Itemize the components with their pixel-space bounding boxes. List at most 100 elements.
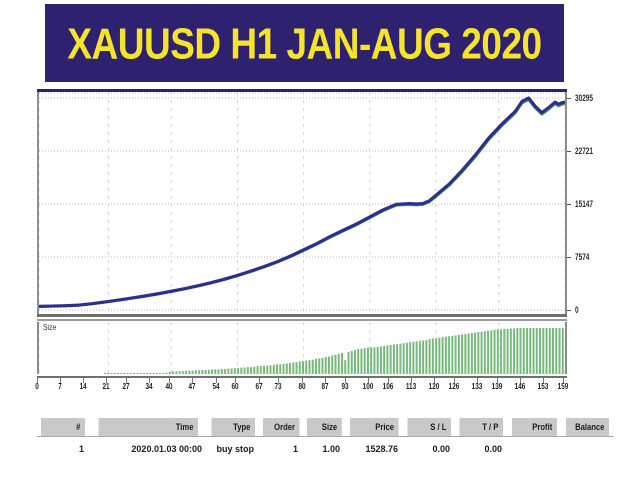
x-axis-tick [106,378,108,383]
x-axis-tick-label: 159 [557,382,569,391]
x-axis-tick-label: 14 [79,382,87,391]
x-axis-tick-label: 40 [165,382,173,391]
y-axis-tick [567,256,571,258]
x-axis-tick [215,378,217,383]
x-axis-tick-label: 139 [491,382,503,391]
column-header-order[interactable]: Order [262,418,301,437]
column-header-type[interactable]: Type [210,418,256,437]
x-axis-tick-label: 93 [341,382,349,391]
x-axis-tick-label: 153 [537,382,549,391]
x-axis-tick-label: 47 [188,382,197,391]
x-axis-labels: 0 7 14 21 27 34 40 47 54 60 67 73 80 87 93 100 106 113 120… [35,382,573,396]
table-header-row: # Time Type Order Size Price S / L T / P… [37,418,613,437]
x-axis-tick [387,378,389,383]
cell-num: 1 [78,444,84,454]
cell-size: 1.00 [322,444,340,454]
chart-top-border [37,89,567,92]
x-axis-tick [149,378,151,383]
x-axis-tick-label: 133 [471,382,483,391]
page-title: XAUUSD H1 JAN-AUG 2020 [67,18,542,68]
column-header-price[interactable]: Price [349,418,400,437]
cell-tp: 0.00 [484,444,502,454]
y-axis-tick [567,310,571,311]
x-axis-tick [301,378,303,383]
column-header-sl[interactable]: S / L [406,418,452,437]
panel-divider-secondary [37,319,567,321]
x-axis-tick [37,378,38,383]
x-axis-tick [496,378,498,383]
column-header-tp[interactable]: T / P [458,418,504,437]
size-bars-svg [39,322,565,374]
x-axis-tick-label: 21 [102,382,111,391]
x-axis-tick [192,378,194,383]
cell-price: 1528.76 [365,444,398,454]
x-axis-tick [278,378,280,383]
equity-plot-area [39,92,565,314]
x-axis-tick [367,378,369,383]
x-axis-tick [83,378,85,383]
title-banner: XAUUSD H1 JAN-AUG 2020 [45,4,564,82]
panel-divider [37,314,567,317]
column-header-size[interactable]: Size [306,418,343,437]
x-axis-tick-label: 60 [231,382,240,391]
y-axis-tick [567,98,571,99]
x-axis-tick [169,378,171,383]
x-axis-tick-label: 100 [362,382,374,391]
x-axis-tick [519,378,521,383]
column-header-profit[interactable]: Profit [511,418,558,437]
equity-balance-panel [37,92,567,314]
x-axis-tick-label: 7 [58,382,62,391]
y-axis-labels: 0 7574 15147 22721 30295 [567,92,637,318]
x-axis-tick-label: 34 [145,382,154,391]
x-axis-tick [126,378,128,383]
x-axis-tick [258,378,260,383]
x-axis-tick-label: 146 [514,382,526,391]
trade-results-table: # Time Type Order Size Price S / L T / P… [37,418,610,458]
x-axis-tick-label: 87 [321,382,329,391]
x-axis-tick-label: 54 [212,382,220,391]
x-axis-tick-label: 27 [122,382,130,391]
cell-order: 1 [292,444,298,454]
x-axis-tick-label: 113 [405,382,416,391]
cell-sl: 0.00 [432,444,450,454]
y-axis-tick [567,151,571,152]
x-axis-tick [543,378,545,383]
x-axis-tick-label: 126 [448,382,460,391]
cell-type: buy stop [216,444,255,454]
strategy-tester-graph: Size 0 7 14 21 27 34 40 47 54 60 67 73 80 87 93 100 106 1… [35,88,603,391]
x-axis-tick [563,378,564,383]
x-axis-tick-label: 80 [298,382,306,391]
equity-curve-svg [39,92,565,314]
x-axis-tick-label: 67 [255,382,263,391]
x-axis-tick [476,378,478,383]
y-axis-tick-label: 15147 [575,199,594,209]
cell-profit [507,437,561,459]
x-axis-tick-label: 73 [274,382,283,391]
size-panel: Size [37,322,567,374]
column-header-balance[interactable]: Balance [564,418,610,437]
y-axis-tick-label: 22721 [575,146,594,156]
x-axis-tick-label: 0 [35,382,39,391]
x-axis-tick [60,378,62,383]
cell-time: 2020.01.03 00:00 [131,444,202,454]
x-axis-ticks [37,378,567,388]
column-header-num[interactable]: # [40,418,86,437]
column-header-time[interactable]: Time [97,418,199,437]
x-axis-tick [433,378,435,383]
x-axis-tick [410,378,412,383]
y-axis-tick-label: 30295 [575,93,594,103]
size-panel-label: Size [43,323,57,332]
x-axis-tick-label: 120 [428,382,440,391]
y-axis-tick [567,204,571,205]
x-axis-tick [344,378,346,383]
x-axis-tick [235,378,237,383]
x-axis-tick [324,378,326,383]
x-axis-line [37,376,567,378]
table-row[interactable]: 1 2020.01.03 00:00 buy stop 1 1.00 1528.… [37,437,613,459]
y-axis-tick-label: 7574 [575,251,590,262]
cell-balance [561,437,613,459]
x-axis-tick-label: 106 [382,382,393,391]
x-axis-tick [453,378,455,383]
y-axis-tick-label: 0 [575,305,579,315]
